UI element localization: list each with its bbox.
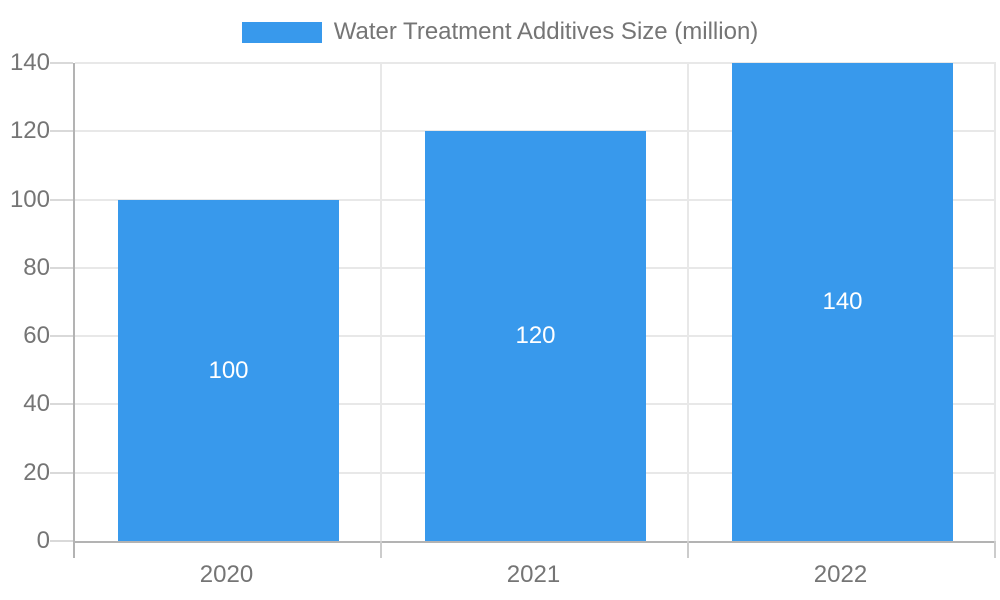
y-axis-tick	[50, 403, 73, 405]
x-axis-tick	[687, 541, 689, 558]
x-tick-label: 2021	[506, 561, 561, 588]
y-axis-tick	[50, 62, 73, 64]
bar[interactable]	[732, 63, 953, 541]
gridline-vertical	[994, 63, 996, 541]
y-tick-label: 100	[9, 186, 50, 213]
y-tick-label: 0	[36, 527, 50, 554]
x-axis-tick	[994, 541, 996, 558]
y-tick-label: 80	[23, 254, 50, 281]
y-tick-label: 40	[23, 390, 50, 417]
y-axis-tick	[50, 540, 73, 542]
legend-label: Water Treatment Additives Size (million)	[333, 18, 759, 45]
legend-swatch[interactable]	[241, 21, 322, 43]
y-tick-label: 140	[9, 49, 50, 76]
plot-area: 100 120 140	[50, 62, 996, 558]
x-axis-tick	[73, 541, 75, 558]
bar[interactable]	[425, 131, 646, 541]
bar-value-label: 100	[208, 357, 249, 384]
x-axis-tick	[380, 541, 382, 558]
y-tick-label: 60	[23, 322, 50, 349]
x-tick-label: 2020	[199, 561, 254, 588]
y-axis-tick	[50, 472, 73, 474]
y-axis-tick	[50, 199, 73, 201]
bar[interactable]	[118, 200, 339, 541]
bar-value-label: 140	[822, 288, 863, 315]
y-axis-tick	[50, 267, 73, 269]
gridline-horizontal	[75, 62, 996, 64]
y-axis-tick	[50, 335, 73, 337]
bar-value-label: 120	[515, 322, 556, 349]
x-tick-label: 2022	[813, 561, 868, 588]
gridline-vertical	[687, 63, 689, 541]
gridline-vertical	[380, 63, 382, 541]
y-tick-label: 20	[23, 459, 50, 486]
y-axis-tick	[50, 130, 73, 132]
legend: Water Treatment Additives Size (million)	[0, 17, 1000, 47]
y-tick-label: 120	[9, 117, 50, 144]
